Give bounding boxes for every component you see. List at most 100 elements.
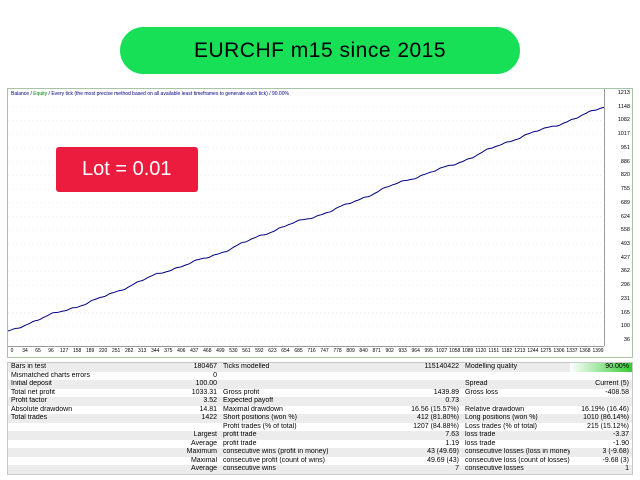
y-axis-label: 1017: [617, 131, 630, 138]
table-value-cell: 1010 (86.14%): [583, 414, 629, 421]
table-value-cell: 1207 (84.88%): [413, 422, 459, 430]
table-value-cell: 7: [455, 465, 459, 472]
x-axis-label: 561: [242, 348, 251, 354]
x-axis-label: 964: [411, 348, 420, 354]
y-axis-label: 100: [620, 323, 630, 330]
table-value-cell: Maximum: [186, 448, 217, 455]
test-results-table: Bars in test 180467 Ticks modelled 11514042…: [7, 362, 633, 475]
table-label-cell: Modelling quality: [465, 363, 518, 370]
table-label-cell: consecutive loss (count of losses): [465, 456, 570, 464]
table-label-cell: Short positions (won %): [223, 414, 297, 421]
table-value-cell: 1.19: [445, 439, 459, 447]
y-axis-label: 36: [623, 337, 630, 343]
table-row: Largest profit trade 7.63 loss trade -3.37: [8, 431, 632, 440]
balance-plot: [8, 89, 604, 346]
x-axis-label: 1151: [488, 348, 500, 354]
x-axis-label: 1306: [553, 348, 565, 354]
table-value-cell: 1439.89: [433, 388, 459, 396]
y-axis-label: 231: [620, 295, 630, 302]
legend-separator: /: [29, 91, 34, 97]
table-value-cell: 49.69 (43): [427, 456, 459, 464]
table-value-cell: 3 (-9.68): [602, 448, 629, 455]
lot-size-badge: Lot = 0.01: [56, 147, 198, 192]
balance-legend-label: Balance: [11, 91, 30, 97]
table-value-cell: Maximal: [190, 456, 217, 464]
x-axis-label: 1089: [462, 348, 474, 354]
x-axis-label: 778: [333, 348, 342, 354]
table-value-cell: 412 (81.80%): [416, 414, 459, 421]
table-row: Total trades 1422 Short positions (won %) 4…: [8, 414, 632, 423]
table-label-cell: consecutive wins: [223, 465, 276, 472]
table-label-cell: consecutive losses (loss in money): [465, 448, 570, 455]
table-row: Profit trades (% of total) 1207 (84.88%) L…: [8, 422, 632, 431]
table-label-cell: Spread: [465, 380, 488, 387]
x-axis-label: 96: [48, 348, 54, 354]
y-axis-label: 755: [620, 186, 630, 193]
x-axis-label: 344: [151, 348, 160, 354]
x-axis-label: 65: [35, 348, 41, 354]
table-label-cell: consecutive wins (profit in money): [223, 448, 329, 455]
table-value-cell: 7.63: [445, 431, 459, 438]
table-row: Absolute drawdown 14.81 Maximal drawdown 16…: [8, 405, 632, 414]
table-value-cell: 43 (49.69): [427, 448, 459, 455]
table-label-cell: Relative drawdown: [465, 405, 525, 413]
x-axis-label: 0: [10, 348, 14, 354]
table-label-cell: profit trade: [223, 431, 257, 438]
table-label-cell: Initial deposit: [11, 380, 52, 387]
x-axis-label: 1275: [540, 348, 552, 354]
balance-curve-chart: [8, 92, 604, 341]
equity-legend-label: Equity: [33, 91, 48, 97]
modelling-quality-cell: 90.00%: [570, 363, 632, 372]
table-value-cell: 215 (15.12%): [586, 422, 629, 430]
x-axis-label: 1337: [566, 348, 578, 354]
table-label-cell: Loss trades (% of total): [465, 422, 537, 430]
x-axis-label: 1120: [475, 348, 487, 354]
x-axis-label: 1399: [592, 348, 604, 354]
banner-title: EURCHF m15 since 2015: [193, 38, 447, 62]
table-label-cell: Gross loss: [465, 388, 499, 396]
x-axis-label: 933: [398, 348, 407, 354]
table-value-cell: 1: [625, 465, 629, 472]
x-axis-label: 127: [59, 348, 69, 354]
table-label-cell: Mismatched charts errors: [11, 371, 90, 379]
chart-model-description: / Every tick (the most precise method ba…: [47, 91, 289, 97]
y-axis: 1213 1148 1082 1017 951 886 820 755 689 624 558 493…: [604, 89, 632, 346]
table-label-cell: consecutive losses: [465, 465, 524, 472]
table-label-cell: loss trade: [465, 431, 496, 438]
table-value-cell: Average: [191, 465, 217, 472]
x-axis-label: 1213: [514, 348, 526, 354]
table-value-cell: 3.52: [203, 397, 217, 404]
table-row: Bars in test 180467 Ticks modelled 11514042…: [8, 363, 632, 372]
table-value-cell: 14.81: [199, 405, 217, 413]
x-axis-label: 1027: [436, 348, 448, 354]
balance-line: [8, 106, 604, 332]
x-axis-label: 902: [385, 348, 394, 354]
table-row: Initial deposit 100.00 Spread Current (5): [8, 380, 632, 389]
x-axis-label: 282: [125, 348, 134, 354]
table-label-cell: Gross profit: [223, 388, 260, 396]
x-axis-label: 840: [359, 348, 368, 354]
x-axis-label: 747: [320, 348, 329, 354]
balance-chart-panel: Balance / Equity / Every tick (the most …: [7, 88, 633, 358]
y-axis-label: 296: [620, 282, 630, 289]
x-axis-label: 623: [268, 348, 277, 354]
table-label-cell: Expected payoff: [223, 397, 274, 404]
y-axis-label: 1082: [617, 117, 630, 124]
x-axis-label: 34: [22, 348, 28, 354]
table-row: Average profit trade 1.19 loss trade -1.90: [8, 439, 632, 448]
table-value-cell: Current (5): [595, 380, 629, 387]
table-label-cell: Bars in test: [11, 363, 47, 370]
y-axis-label: 427: [620, 254, 630, 261]
x-axis-label: 995: [424, 348, 433, 354]
y-axis-label: 820: [620, 172, 630, 179]
table-label-cell: loss trade: [465, 439, 496, 447]
y-axis-label: 689: [620, 199, 630, 206]
table-value-cell: Average: [191, 439, 217, 447]
x-axis-label: 437: [190, 348, 199, 354]
table-value-cell: -3.37: [613, 431, 629, 438]
table-value-cell: 16.19% (16.46): [581, 405, 629, 413]
x-axis-label: 313: [138, 348, 147, 354]
table-row: Maximal consecutive profit (count of wins…: [8, 456, 632, 465]
x-axis-label: 1244: [527, 348, 539, 354]
table-label-cell: Ticks modelled: [223, 363, 270, 370]
